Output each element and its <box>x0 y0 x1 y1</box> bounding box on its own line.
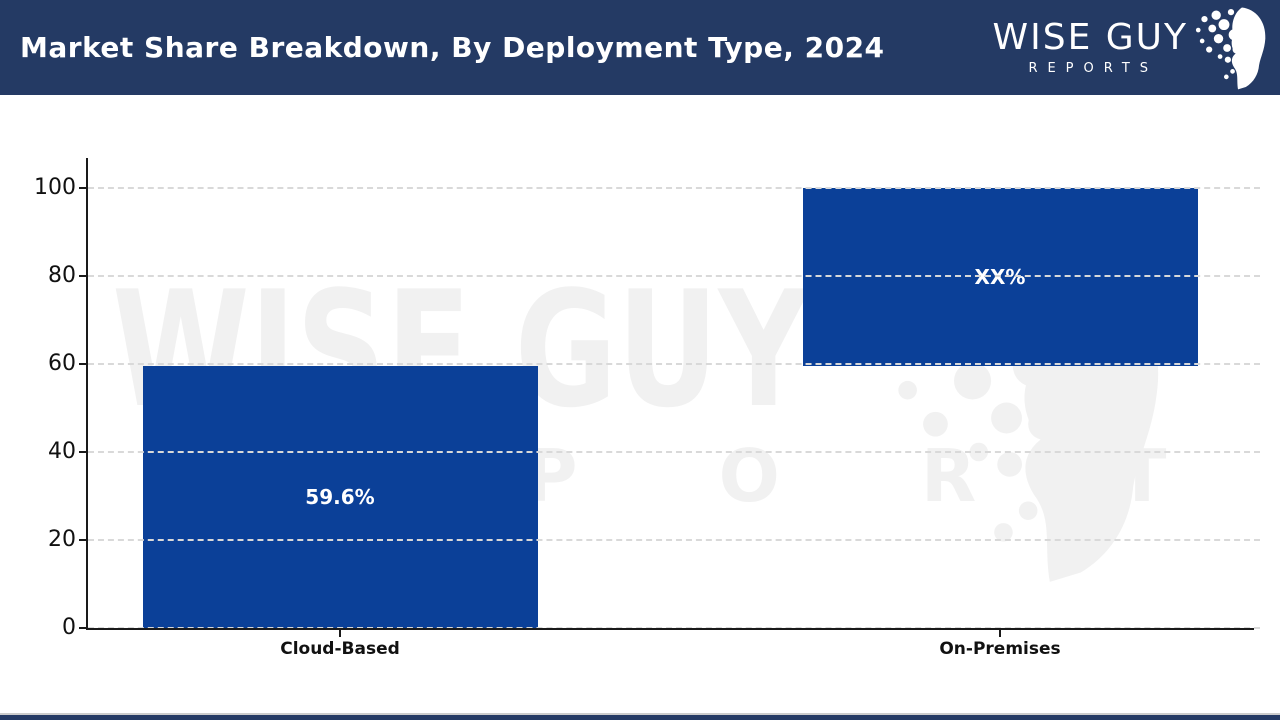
gridline-y-20 <box>88 539 1260 541</box>
bar-cloud-based: 59.6% <box>142 365 538 628</box>
gridline-y-100 <box>88 187 1260 189</box>
y-tick-mark-80 <box>79 275 87 277</box>
brand-logo: WISE GUY REPORTS <box>993 5 1271 91</box>
y-axis-line <box>86 158 88 630</box>
y-tick-label-40: 40 <box>48 439 76 464</box>
bar-value-label: 59.6% <box>305 484 375 509</box>
y-tick-mark-20 <box>79 539 87 541</box>
brand-logo-text: WISE GUY REPORTS <box>992 17 1189 76</box>
x-tick-mark-0 <box>339 630 341 637</box>
x-tick-mark-1 <box>999 630 1001 637</box>
y-tick-mark-0 <box>79 627 87 629</box>
page-title: Market Share Breakdown, By Deployment Ty… <box>20 31 885 64</box>
x-tick-label-cloud-based: Cloud-Based <box>280 639 400 659</box>
y-tick-mark-100 <box>79 187 87 189</box>
footer-bar <box>0 713 1280 720</box>
y-tick-label-20: 20 <box>48 527 76 552</box>
y-tick-mark-40 <box>79 451 87 453</box>
gridline-y-40 <box>88 451 1260 453</box>
gridline-y-60 <box>88 363 1260 365</box>
y-tick-label-60: 60 <box>48 351 76 376</box>
brand-subtitle: REPORTS <box>1028 61 1159 76</box>
x-tick-label-on-premises: On-Premises <box>939 639 1061 659</box>
brand-face-icon <box>1195 6 1266 89</box>
x-axis-line <box>86 628 1254 630</box>
header: Market Share Breakdown, By Deployment Ty… <box>0 0 1280 95</box>
brand-name: WISE GUY <box>992 17 1188 58</box>
y-tick-label-100: 100 <box>34 175 76 200</box>
y-tick-label-80: 80 <box>48 263 76 288</box>
y-tick-mark-60 <box>79 363 87 365</box>
gridline-y-80 <box>88 275 1260 277</box>
y-tick-label-0: 0 <box>62 615 76 640</box>
